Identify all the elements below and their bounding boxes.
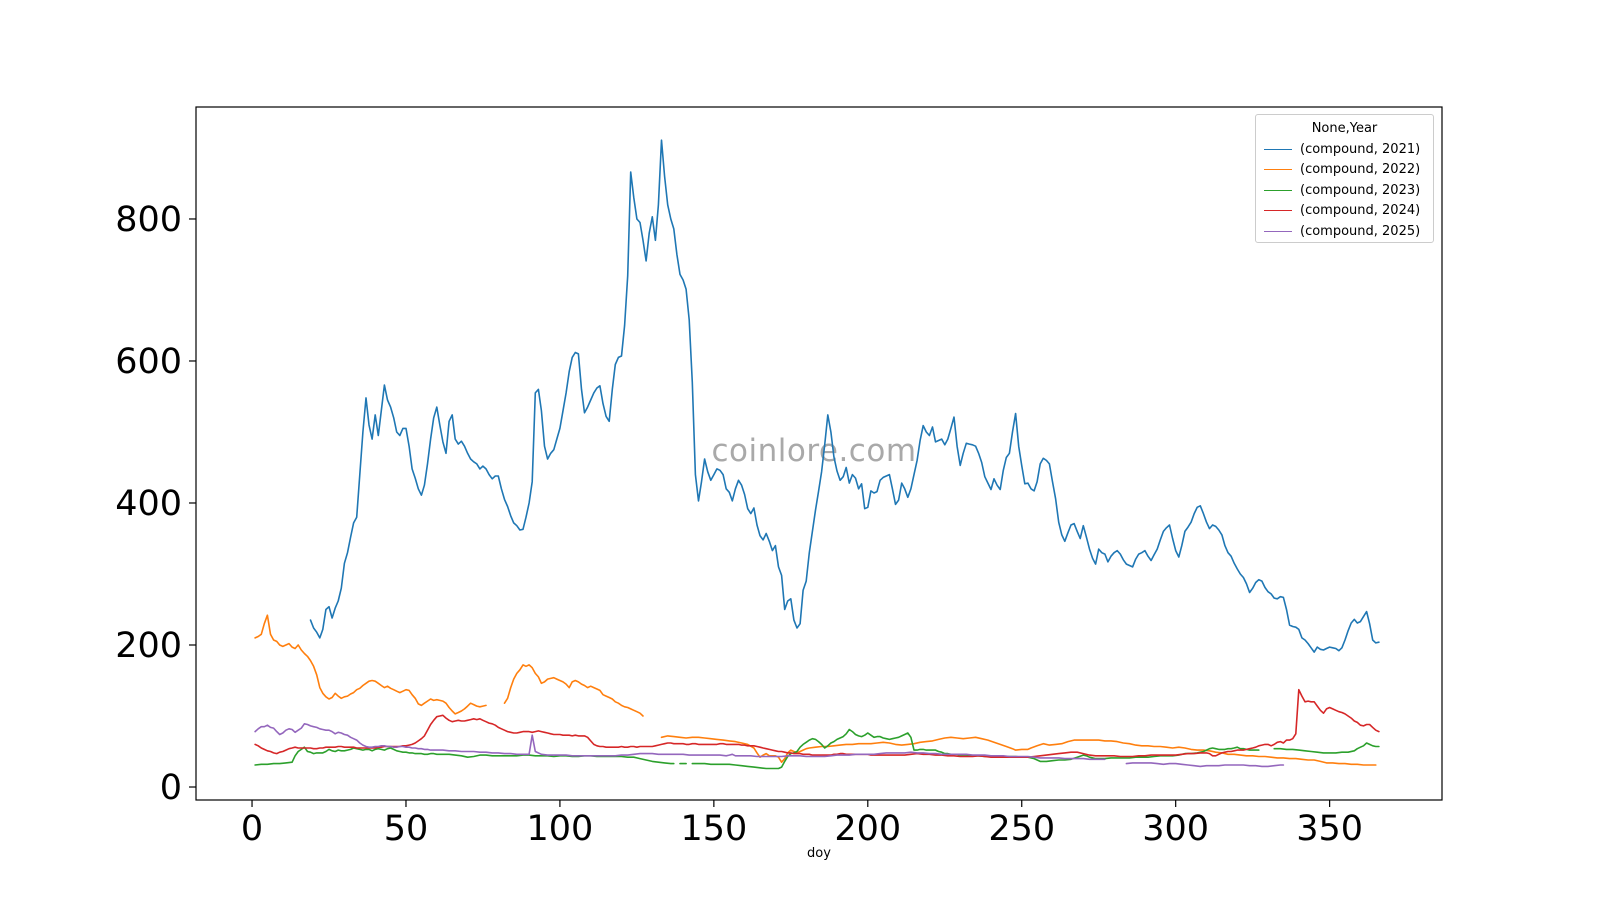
legend-line-swatch-2025 [1264,230,1292,232]
legend-entry-label: (compound, 2024) [1300,203,1421,219]
legend-line-swatch-2023 [1264,189,1292,191]
legend-entry-2024: (compound, 2024) [1256,201,1433,222]
x-tick-label: 250 [988,809,1055,849]
series-line-compound-2023 [691,728,1260,770]
x-tick-label: 100 [527,809,594,849]
series-line-compound-2023 [1273,742,1380,754]
legend: None,Year (compound, 2021) (compound, 20… [1255,114,1434,243]
legend-entry-2022: (compound, 2022) [1256,160,1433,181]
legend-entry-2023: (compound, 2023) [1256,180,1433,201]
series-line-compound-2025 [254,722,1106,761]
legend-entry-label: (compound, 2021) [1300,141,1421,157]
series-line-compound-2022 [254,614,487,715]
x-tick-label: 150 [680,809,747,849]
series-line-compound-2025 [1125,762,1285,768]
y-tick-label: 0 [160,768,182,808]
series-line-compound-2022 [660,735,1377,766]
x-tick-label: 200 [834,809,901,849]
y-tick-label: 800 [115,200,182,240]
legend-title: None,Year [1311,121,1378,136]
legend-entry-label: (compound, 2025) [1300,223,1421,239]
x-tick-label: 350 [1296,809,1363,849]
series-line-compound-2022 [503,664,644,717]
legend-entry-label: (compound, 2023) [1300,182,1421,198]
legend-line-swatch-2021 [1264,148,1292,150]
legend-entry-label: (compound, 2022) [1300,162,1421,178]
y-tick-label: 200 [115,626,182,666]
legend-entry-2021: (compound, 2021) [1256,139,1433,160]
series-line-compound-2024 [254,688,1380,759]
x-tick-label: 50 [384,809,429,849]
y-tick-label: 600 [115,342,182,382]
series-line-compound-2021 [309,139,1380,653]
watermark: coinlore.com [711,433,916,469]
plot-border [195,106,1443,801]
legend-line-swatch-2022 [1264,169,1292,171]
legend-line-swatch-2024 [1264,210,1292,212]
x-tick-label: 0 [241,809,263,849]
x-axis-label: doy [807,846,831,861]
legend-entry-2025: (compound, 2025) [1256,221,1433,242]
x-tick-label: 300 [1142,809,1209,849]
y-tick-label: 400 [115,484,182,524]
